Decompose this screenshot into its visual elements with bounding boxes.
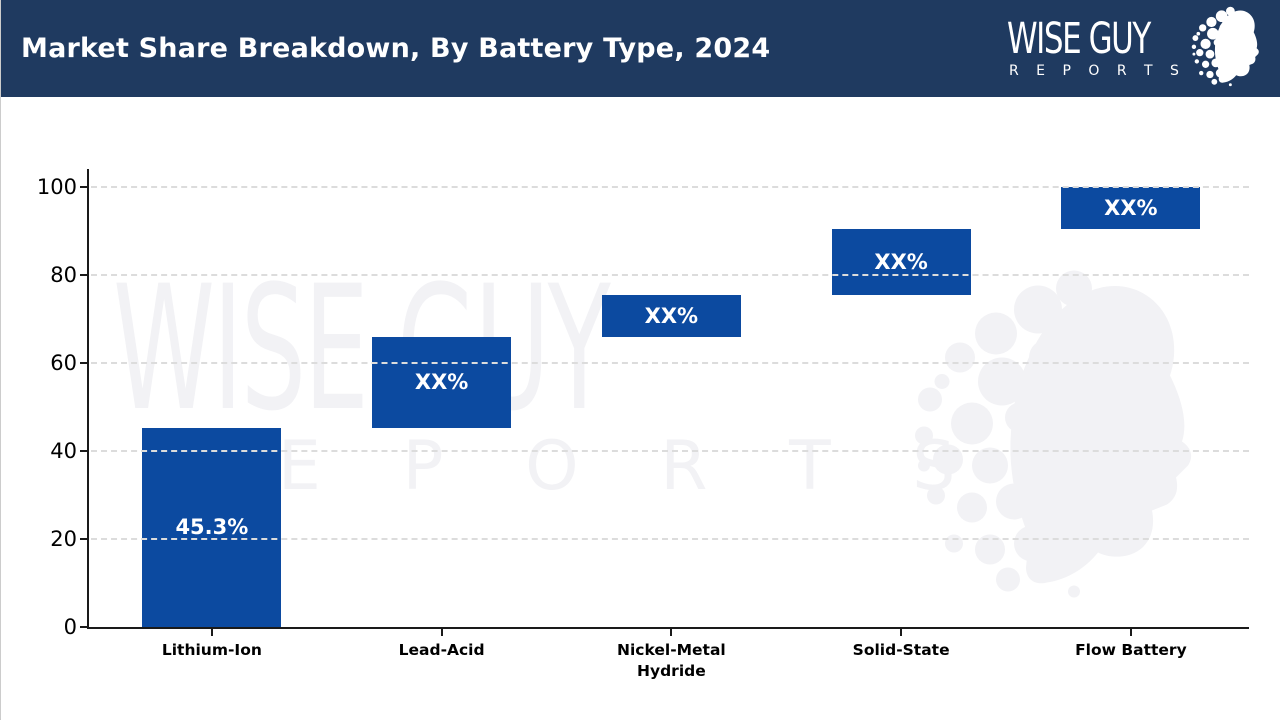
y-tick-mark-20 bbox=[80, 538, 88, 540]
gridline-20 bbox=[91, 538, 1249, 540]
bar-value-label: XX% bbox=[414, 370, 469, 395]
y-tick-mark-100 bbox=[80, 186, 88, 188]
dotted-head-icon bbox=[1191, 6, 1259, 86]
bar-flow-battery bbox=[1061, 187, 1201, 229]
y-tick-label-60: 60 bbox=[50, 351, 77, 375]
bar-solid-state bbox=[831, 228, 971, 295]
y-tick-label-100: 100 bbox=[36, 175, 77, 199]
y-tick-label-80: 80 bbox=[50, 263, 77, 287]
bar-value-label: XX% bbox=[1104, 195, 1158, 220]
y-tick-label-0: 0 bbox=[63, 615, 77, 639]
x-category-label: Lead-Acid bbox=[398, 641, 485, 659]
bar-lead-acid bbox=[372, 336, 512, 428]
logo-name: WISE GUY bbox=[1007, 14, 1151, 64]
watermark-text-line1: WISE GUY bbox=[113, 248, 611, 449]
y-axis-line bbox=[87, 169, 89, 629]
y-tick-label-40: 40 bbox=[50, 439, 77, 463]
chart-canvas: WISE GUY R E P O R T S 20 40 60 80 100 0 45.3%… bbox=[1, 97, 1280, 720]
y-tick-mark-60 bbox=[80, 362, 88, 364]
bar-value-label: XX% bbox=[874, 249, 928, 274]
logo-tagline: R E P O R T S bbox=[1009, 63, 1186, 79]
x-tick-mark bbox=[900, 629, 903, 636]
wise-guy-reports-logo: WISE GUY R E P O R T S bbox=[1007, 0, 1267, 97]
y-tick-mark-0 bbox=[80, 626, 88, 628]
x-tick-mark bbox=[670, 629, 673, 636]
gridline-80 bbox=[91, 274, 1249, 276]
bar-lithium-ion bbox=[142, 427, 282, 627]
y-tick-label-20: 20 bbox=[50, 527, 77, 551]
bar-value-label: 45.3% bbox=[175, 515, 249, 540]
gridline-100 bbox=[91, 186, 1249, 188]
y-tick-mark-40 bbox=[80, 450, 88, 452]
bar-value-label: XX% bbox=[644, 303, 699, 328]
x-category-label: Solid-State bbox=[852, 641, 950, 659]
x-axis-line bbox=[87, 627, 1249, 629]
bar-nickel-metal-hydride bbox=[601, 294, 741, 337]
x-tick-mark bbox=[210, 629, 213, 636]
page-title: Market Share Breakdown, By Battery Type,… bbox=[21, 33, 771, 64]
header-banner: Market Share Breakdown, By Battery Type,… bbox=[1, 0, 1280, 97]
watermark-text-line2: R E P O R T S bbox=[149, 427, 986, 506]
x-tick-mark bbox=[1129, 629, 1132, 636]
x-category-label: Lithium-Ion bbox=[161, 641, 262, 659]
x-category-label: Nickel-Metal Hydride bbox=[617, 641, 726, 680]
y-tick-mark-80 bbox=[80, 274, 88, 276]
x-category-label: Flow Battery bbox=[1075, 641, 1187, 659]
gridline-40 bbox=[91, 450, 1249, 452]
x-tick-mark bbox=[440, 629, 443, 636]
gridline-60 bbox=[91, 362, 1249, 364]
